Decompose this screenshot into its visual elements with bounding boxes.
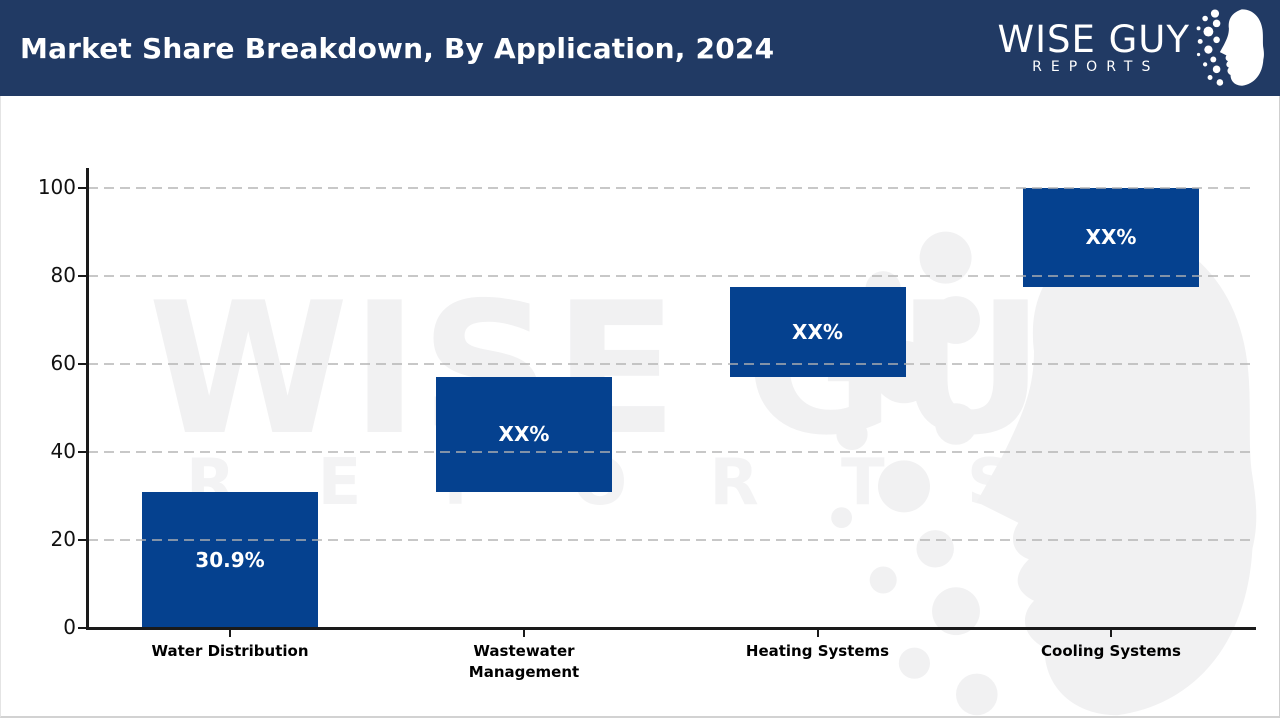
bar-value-label-water-distribution: 30.9%: [195, 547, 265, 572]
watermark-wordmark-text: WISE GUY: [148, 263, 1180, 475]
bar-heating-systems: XX%: [729, 286, 906, 378]
gridline-60: [88, 362, 1256, 365]
y-tick-20: [78, 538, 87, 541]
logo-face-icon: [1196, 9, 1264, 86]
gridline-100: [88, 186, 1256, 189]
bar-value-label-wastewater-management: XX%: [498, 422, 550, 447]
x-tick-wastewater-management: [523, 629, 525, 637]
x-tick-label-water-distribution: Water Distribution: [151, 642, 309, 660]
bar-wastewater-management: XX%: [436, 377, 612, 492]
y-tick-60: [78, 362, 87, 365]
y-tick-label-0: 0: [63, 614, 76, 639]
x-tick-label-cooling-systems: Cooling Systems: [1041, 642, 1181, 660]
x-tick-label-wastewater-management: Wastewater Management: [468, 642, 580, 681]
x-tick-heating-systems: [816, 629, 819, 637]
wiseguy-watermark: WISE GUY R E P O R T S: [148, 231, 1257, 716]
bar-value-label-heating-systems: XX%: [792, 319, 843, 344]
y-tick-label-80: 80: [50, 262, 76, 287]
y-tick-label-40: 40: [50, 438, 76, 463]
logo-text: WISE GUY REPORTS: [997, 18, 1190, 76]
y-tick-label-20: 20: [50, 526, 76, 551]
gridline-20: [88, 538, 1256, 541]
y-tick-100: [78, 186, 87, 189]
bar-value-label-cooling-systems: XX%: [1085, 225, 1137, 249]
y-tick-label-60: 60: [50, 350, 76, 375]
x-axis-spine: [86, 627, 1256, 630]
gridline-40: [88, 450, 1256, 453]
bar-water-distribution: 30.9%: [142, 491, 318, 628]
x-tick-cooling-systems: [1110, 629, 1112, 637]
y-tick-40: [78, 450, 87, 453]
bar-cooling-systems: XX%: [1023, 187, 1199, 287]
page-title: Market Share Breakdown, By Application, …: [20, 31, 775, 65]
x-tick-label-heating-systems: Heating Systems: [745, 642, 890, 660]
x-tick-water-distribution: [229, 629, 231, 637]
y-axis-spine: [86, 168, 89, 629]
header-banner: Market Share Breakdown, By Application, …: [0, 0, 1280, 96]
logo-name: WISE GUY: [997, 18, 1190, 61]
y-tick-0: [78, 626, 87, 629]
y-tick-80: [78, 274, 87, 277]
y-tick-label-100: 100: [37, 174, 76, 199]
wiseguy-logo: WISE GUY REPORTS: [998, 3, 1280, 93]
watermark-face-icon: [829, 231, 1257, 716]
logo-tagline: REPORTS: [1032, 59, 1160, 75]
gridline-80: [88, 274, 1256, 277]
